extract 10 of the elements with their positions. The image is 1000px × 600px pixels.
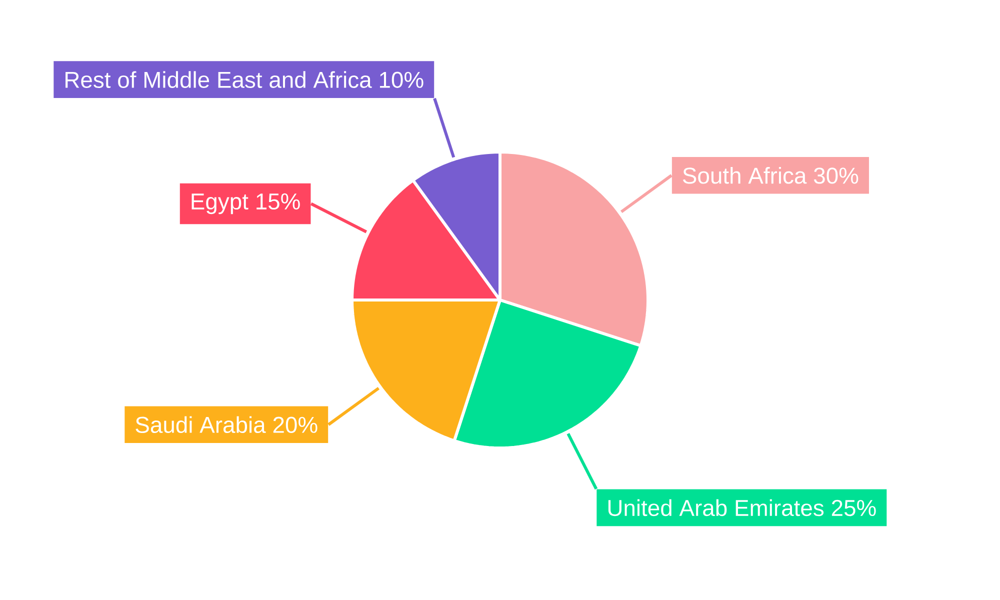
data-label: 15% <box>256 193 300 210</box>
data-label: 25% <box>832 500 876 516</box>
slice-label: South Africa <box>682 166 807 184</box>
slice-label: Saudi Arabia <box>136 416 266 434</box>
data-label: 20% <box>273 416 318 434</box>
data-label: 10% <box>380 72 424 88</box>
slice-label: United Arab Emirates <box>608 499 824 516</box>
slice-label: Egypt <box>192 194 248 214</box>
slice-label: Rest of Middle East and Africa <box>66 71 372 88</box>
data-label: 30% <box>814 168 858 184</box>
